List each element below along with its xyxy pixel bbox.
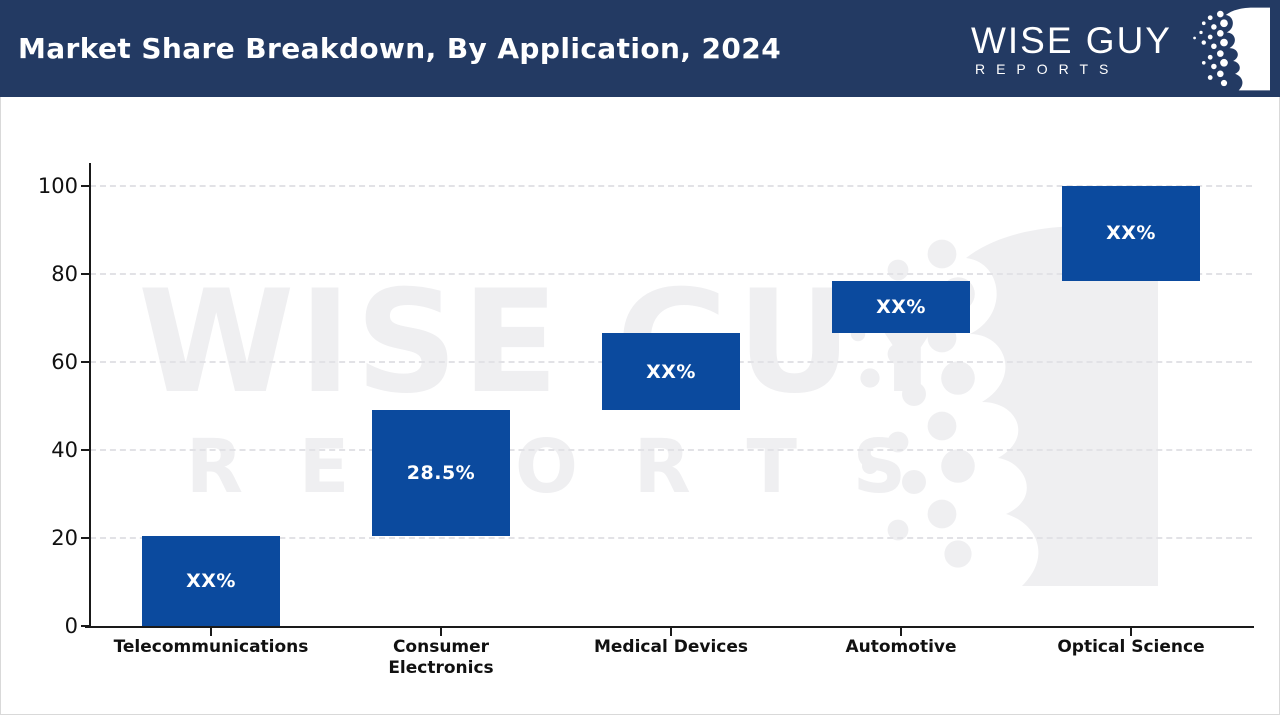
- x-tick-mark: [210, 628, 212, 636]
- gridline: [90, 537, 1252, 539]
- y-tick-label: 80: [51, 262, 78, 286]
- y-tick-mark: [81, 537, 89, 539]
- x-category-label-medical-devices: Medical Devices: [593, 637, 748, 657]
- x-axis: [85, 626, 1254, 628]
- y-tick-label: 60: [51, 350, 78, 374]
- bar-medical-devices: XX%: [602, 333, 740, 411]
- y-tick-mark: [81, 273, 89, 275]
- x-category-label-telecommunications: Telecommunications: [113, 637, 309, 657]
- gridline: [90, 185, 1252, 187]
- y-tick-label: 100: [37, 174, 78, 198]
- bar-value-label: XX%: [186, 569, 236, 592]
- gridline: [90, 449, 1252, 451]
- bar-value-label: 28.5%: [406, 462, 476, 485]
- y-tick-label: 40: [51, 438, 78, 462]
- x-tick-mark: [670, 628, 672, 636]
- bar-value-label: XX%: [1106, 222, 1156, 245]
- logo-line1: WISE GUY: [970, 19, 1172, 61]
- x-category-label-automotive: Automotive: [845, 637, 957, 657]
- header: Market Share Breakdown, By Application, …: [0, 0, 1280, 97]
- x-tick-mark: [900, 628, 902, 636]
- bar-automotive: XX%: [832, 280, 970, 334]
- y-axis: [89, 163, 91, 628]
- gridline: [90, 273, 1252, 275]
- bar-value-label: XX%: [876, 295, 926, 318]
- wiseguy-logo: WISE GUY REPORTS: [971, 5, 1270, 93]
- chart-title: Market Share Breakdown, By Application, …: [18, 32, 782, 65]
- y-tick-label: 20: [51, 526, 78, 550]
- logo-wordmark: WISE GUY REPORTS: [971, 22, 1172, 76]
- y-tick-mark: [81, 185, 89, 187]
- logo-face-icon: [1193, 7, 1270, 90]
- x-tick-mark: [440, 628, 442, 636]
- x-category-label-consumer-electronics: Consumer Electronics: [388, 637, 494, 678]
- y-tick-mark: [81, 625, 89, 627]
- bar-telecommunications: XX%: [142, 535, 280, 626]
- x-tick-mark: [1130, 628, 1132, 636]
- y-tick-mark: [81, 361, 89, 363]
- bar-value-label: XX%: [646, 360, 696, 383]
- bar-consumer-electronics: 28.5%: [372, 410, 510, 536]
- x-category-label-optical-science: Optical Science: [1057, 637, 1205, 657]
- logo-line2: REPORTS: [974, 60, 1120, 77]
- y-tick-label: 0: [64, 614, 78, 638]
- bar-optical-science: XX%: [1062, 186, 1200, 281]
- y-tick-mark: [81, 449, 89, 451]
